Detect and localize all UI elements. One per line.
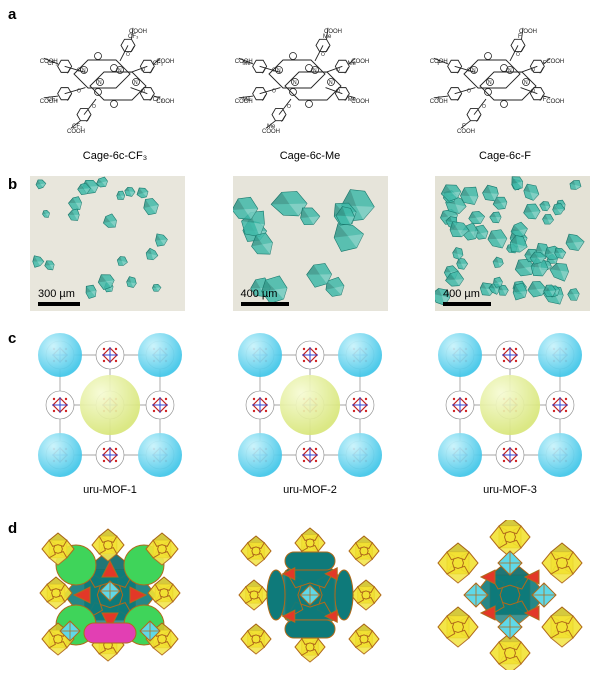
polyhedra-2 — [430, 520, 590, 670]
svg-text:N: N — [524, 80, 528, 86]
scalebar-2 — [443, 302, 491, 306]
cell-d-1 — [230, 520, 390, 670]
svg-text:COOH: COOH — [546, 99, 564, 105]
caption-a-2: Cage-6c-F — [479, 150, 531, 162]
molecule-diagram-1: NNNNOMeCOOHOMeCOOHOMeCOOHOMeCOOHOMeCOOHO… — [225, 6, 395, 146]
row-d — [30, 520, 590, 670]
svg-text:N: N — [118, 68, 122, 74]
svg-text:COOH: COOH — [235, 99, 253, 105]
mof-diagram-0 — [30, 330, 190, 480]
svg-text:O: O — [92, 104, 96, 110]
svg-text:N: N — [82, 68, 86, 74]
micrograph-0: 300 µm — [30, 176, 185, 316]
cell-c-1: uru-MOF-2 — [230, 330, 390, 496]
svg-text:COOH: COOH — [67, 129, 85, 135]
svg-text:COOH: COOH — [40, 59, 58, 65]
cell-a-1: NNNNOMeCOOHOMeCOOHOMeCOOHOMeCOOHOMeCOOHO… — [225, 6, 395, 162]
micrograph-1: 400 µm — [233, 176, 388, 316]
cell-c-0: uru-MOF-1 — [30, 330, 190, 496]
svg-text:COOH: COOH — [235, 59, 253, 65]
molecule-diagram-0: NNNNOCF₃COOHOCF₃COOHOCF₃COOHOCF₃COOHOCF₃… — [30, 6, 200, 146]
svg-text:COOH: COOH — [546, 59, 564, 65]
scalebar-1 — [241, 302, 289, 306]
mof-diagram-2 — [430, 330, 590, 480]
svg-text:N: N — [488, 80, 492, 86]
scalebar-label-1: 400 µm — [241, 288, 278, 300]
svg-text:O: O — [272, 88, 276, 94]
polyhedra-1 — [230, 520, 390, 670]
cell-b-1: 400 µm — [233, 176, 388, 316]
svg-text:COOH: COOH — [351, 99, 369, 105]
svg-text:O: O — [321, 52, 325, 58]
svg-text:COOH: COOH — [262, 129, 280, 135]
svg-text:COOH: COOH — [156, 99, 174, 105]
polyhedra-0 — [30, 520, 190, 670]
svg-text:N: N — [293, 80, 297, 86]
svg-text:O: O — [126, 52, 130, 58]
mof-diagram-1 — [230, 330, 390, 480]
svg-text:COOH: COOH — [156, 59, 174, 65]
cell-a-2: NNNNOFCOOHOFCOOHOFCOOHOFCOOHOFCOOHOFCOOH… — [420, 6, 590, 162]
svg-text:O: O — [467, 68, 471, 74]
cell-d-0 — [30, 520, 190, 670]
caption-c-2: uru-MOF-3 — [483, 484, 537, 496]
micrograph-2: 400 µm — [435, 176, 590, 316]
row-b: 300 µm 400 µm 400 µm — [30, 176, 590, 316]
svg-text:N: N — [508, 68, 512, 74]
molecule-diagram-2: NNNNOFCOOHOFCOOHOFCOOHOFCOOHOFCOOHOFCOOH — [420, 6, 590, 146]
scalebar-label-2: 400 µm — [443, 288, 480, 300]
caption-c-0: uru-MOF-1 — [83, 484, 137, 496]
cell-b-0: 300 µm — [30, 176, 185, 316]
svg-text:O: O — [77, 68, 81, 74]
cell-c-2: uru-MOF-3 — [430, 330, 590, 496]
cell-a-0: NNNNOCF₃COOHOCF₃COOHOCF₃COOHOCF₃COOHOCF₃… — [30, 6, 200, 162]
svg-text:N: N — [134, 80, 138, 86]
svg-text:COOH: COOH — [324, 29, 342, 35]
svg-text:O: O — [287, 104, 291, 110]
panel-label-c: c — [8, 330, 16, 347]
caption-c-1: uru-MOF-2 — [283, 484, 337, 496]
row-a: NNNNOCF₃COOHOCF₃COOHOCF₃COOHOCF₃COOHOCF₃… — [30, 6, 590, 162]
caption-a-1: Cage-6c-Me — [280, 150, 341, 162]
row-c: uru-MOF-1 uru-MOF-2 uru-MOF-3 — [30, 330, 590, 496]
panel-label-a: a — [8, 6, 16, 23]
svg-text:O: O — [467, 88, 471, 94]
svg-text:O: O — [272, 68, 276, 74]
scalebar-label-0: 300 µm — [38, 288, 75, 300]
svg-text:N: N — [277, 68, 281, 74]
svg-text:COOH: COOH — [430, 59, 448, 65]
cell-d-2 — [430, 520, 590, 670]
caption-a-0: Cage-6c-CF₃ — [83, 150, 147, 162]
panel-label-b: b — [8, 176, 17, 193]
svg-text:CF₃: CF₃ — [128, 34, 139, 40]
svg-text:COOH: COOH — [40, 99, 58, 105]
svg-text:COOH: COOH — [519, 29, 537, 35]
svg-text:O: O — [77, 88, 81, 94]
scalebar-0 — [38, 302, 80, 306]
svg-text:O: O — [482, 104, 486, 110]
svg-text:N: N — [329, 80, 333, 86]
cell-b-2: 400 µm — [435, 176, 590, 316]
svg-text:COOH: COOH — [129, 29, 147, 35]
svg-text:COOH: COOH — [430, 99, 448, 105]
panel-label-d: d — [8, 520, 17, 537]
svg-text:N: N — [472, 68, 476, 74]
svg-text:O: O — [516, 52, 520, 58]
svg-text:N: N — [313, 68, 317, 74]
svg-text:COOH: COOH — [351, 59, 369, 65]
svg-text:N: N — [98, 80, 102, 86]
svg-text:COOH: COOH — [457, 129, 475, 135]
